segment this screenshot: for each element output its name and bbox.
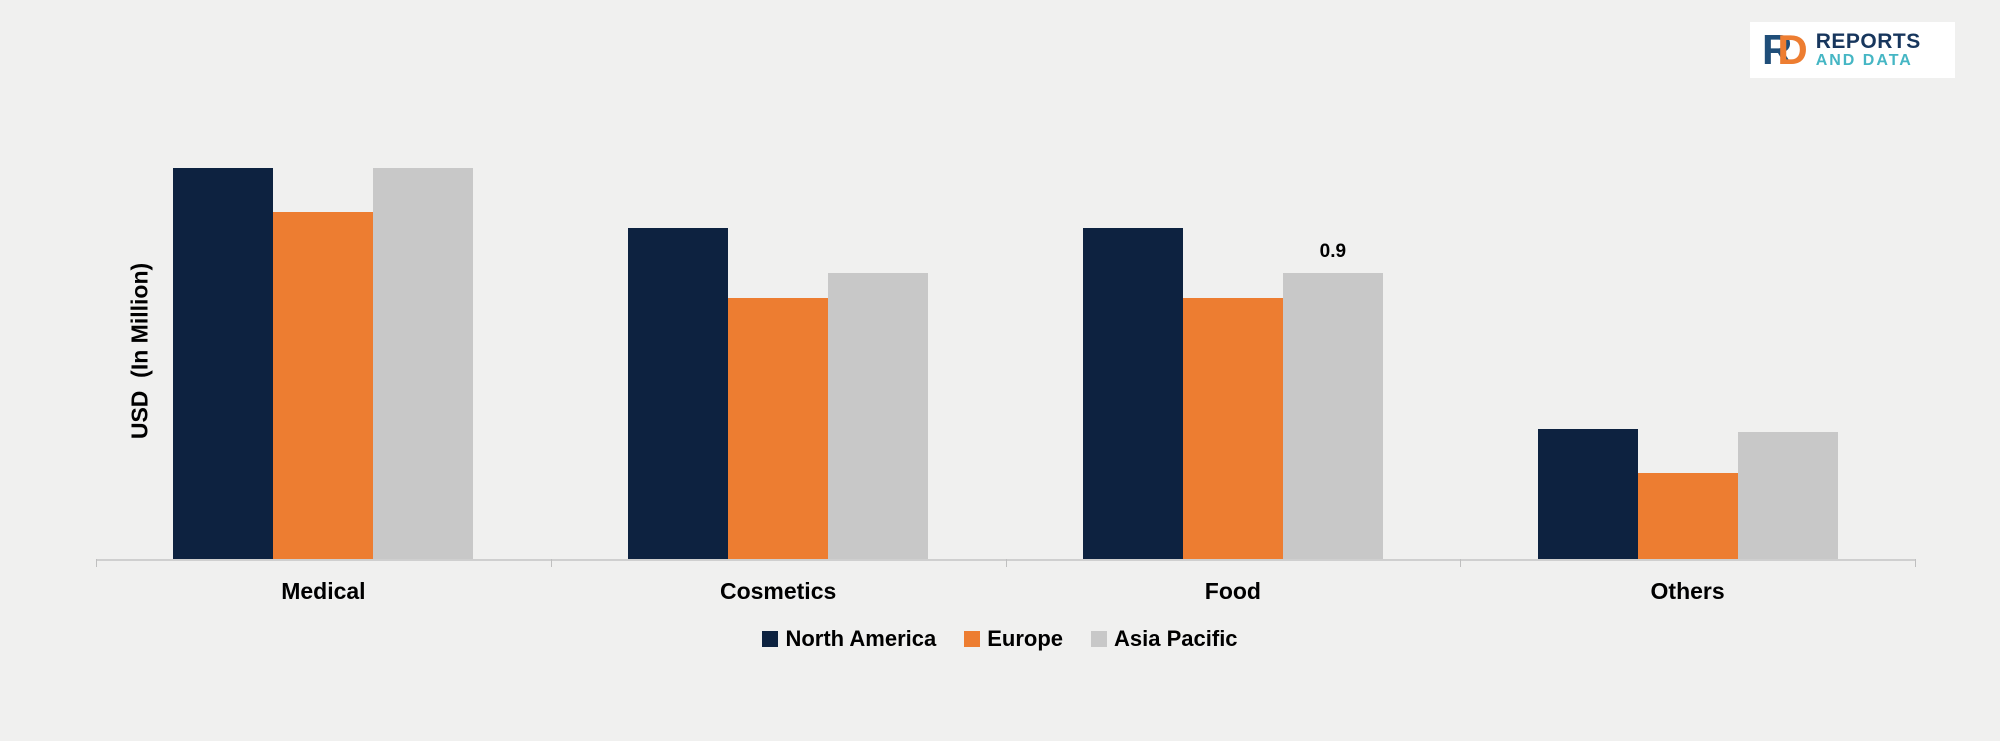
legend-label: North America bbox=[785, 626, 937, 651]
bar-medical-asia-pacific bbox=[373, 168, 474, 559]
bar-cosmetics-asia-pacific bbox=[828, 273, 929, 559]
legend-marker-icon bbox=[762, 631, 779, 647]
bar-cosmetics-europe bbox=[728, 298, 829, 559]
bar-medical-north-america bbox=[173, 168, 274, 559]
category-label-medical: Medical bbox=[281, 578, 366, 604]
plot-area: 0.9 bbox=[96, 141, 1916, 567]
logo-line-reports: REPORTS bbox=[1815, 29, 1921, 53]
logo-letter-d: D bbox=[1777, 26, 1808, 73]
legend-marker-icon bbox=[1091, 631, 1108, 647]
legend: North America Europe Asia Pacific bbox=[0, 626, 2000, 652]
legend-label: Asia Pacific bbox=[1114, 626, 1238, 651]
legend-item-europe: Europe bbox=[964, 626, 1063, 652]
bar-others-north-america bbox=[1537, 429, 1638, 559]
bar-group-food: 0.9 bbox=[1082, 228, 1383, 559]
bar-others-asia-pacific bbox=[1737, 432, 1838, 559]
x-axis-category-labels: Medical Cosmetics Food Others bbox=[96, 578, 1915, 605]
bar-food-europe bbox=[1182, 298, 1283, 559]
axis-tick bbox=[1460, 559, 1462, 567]
bar-food-north-america bbox=[1082, 228, 1183, 559]
category-label-others: Others bbox=[1650, 578, 1725, 604]
bar-food-asia-pacific: 0.9 bbox=[1282, 241, 1383, 559]
logo-line-and-data: AND DATA bbox=[1815, 51, 1913, 69]
axis-tick bbox=[1005, 559, 1007, 567]
data-label-food-asia-pacific: 0.9 bbox=[1319, 241, 1347, 262]
bar-group-medical bbox=[173, 168, 474, 559]
legend-label: Europe bbox=[987, 626, 1064, 651]
legend-item-north-america: North America bbox=[762, 626, 936, 652]
bar-group-others bbox=[1537, 429, 1838, 559]
bar-cosmetics-north-america bbox=[628, 228, 729, 559]
axis-tick bbox=[96, 559, 97, 567]
bar-group-cosmetics bbox=[628, 228, 929, 559]
bar-medical-europe bbox=[273, 212, 374, 559]
legend-marker-icon bbox=[964, 631, 981, 647]
category-label-cosmetics: Cosmetics bbox=[719, 578, 837, 604]
logo-text: REPORTS AND DATA bbox=[1815, 29, 1921, 70]
logo-letter-r: R bbox=[1762, 26, 1793, 73]
axis-tick bbox=[1915, 559, 1916, 567]
category-label-food: Food bbox=[1204, 578, 1261, 604]
bar-others-europe bbox=[1637, 473, 1738, 559]
axis-tick bbox=[550, 559, 552, 567]
legend-item-asia-pacific: Asia Pacific bbox=[1091, 626, 1238, 652]
